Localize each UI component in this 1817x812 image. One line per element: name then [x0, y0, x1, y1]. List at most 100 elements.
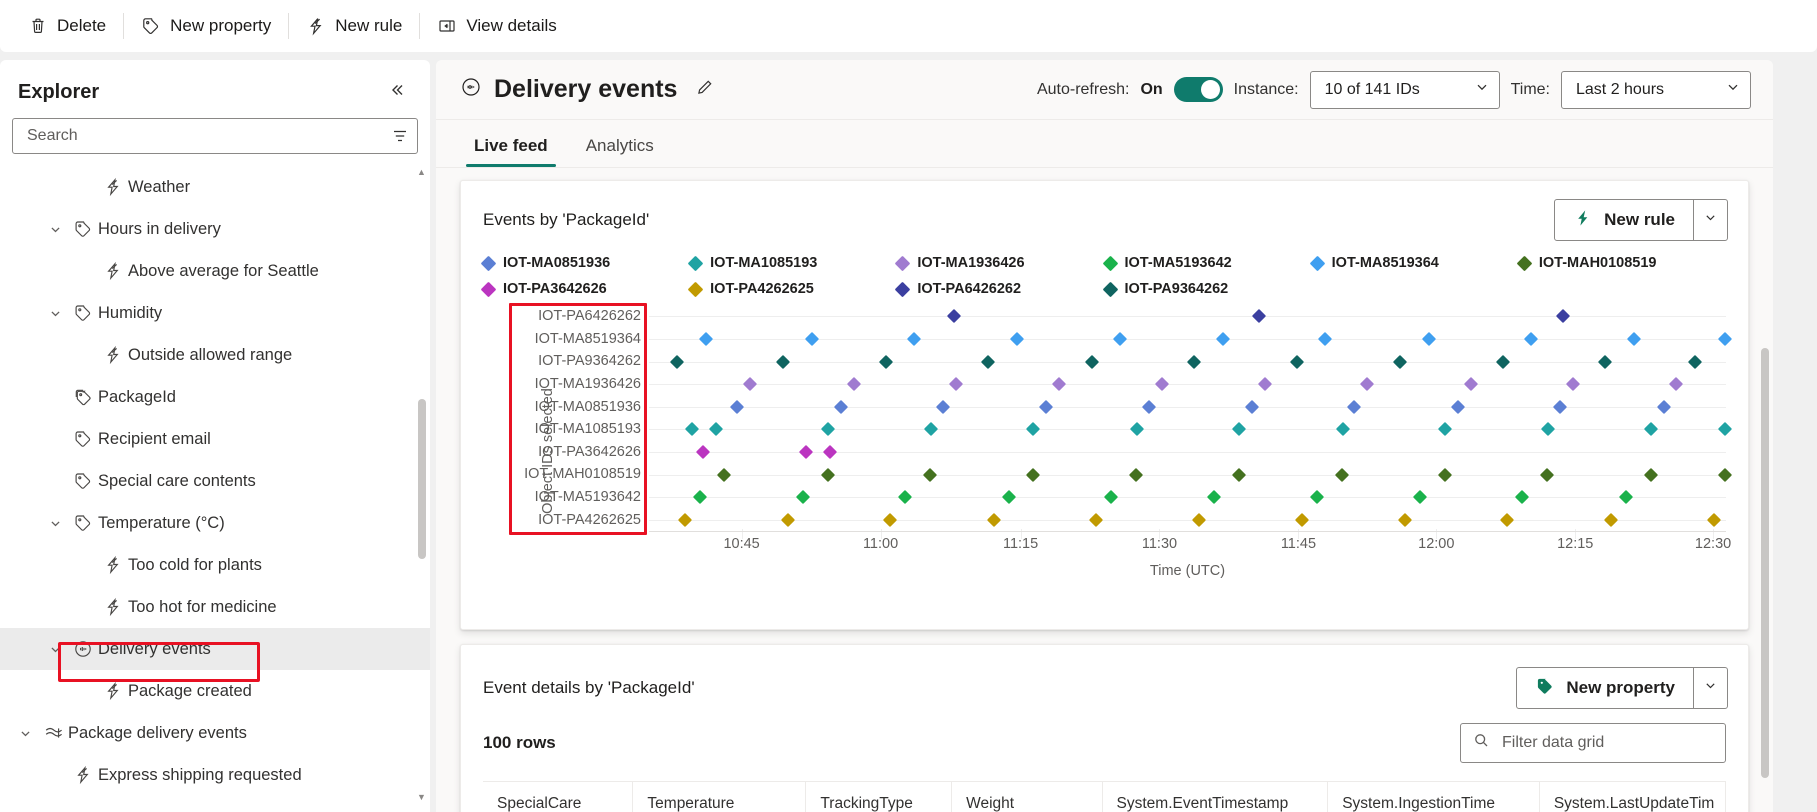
scatter-point[interactable] [1553, 399, 1568, 414]
scatter-point[interactable] [1565, 377, 1581, 392]
tab-live-feed[interactable]: Live feed [460, 136, 562, 167]
scatter-point[interactable] [1186, 354, 1202, 369]
sidebar-item-special-care-contents[interactable]: Special care contents [0, 460, 430, 502]
chevron-down-icon[interactable] [42, 643, 68, 656]
scatter-point[interactable] [1643, 422, 1658, 437]
scatter-point[interactable] [1463, 377, 1478, 392]
scatter-point[interactable] [1052, 377, 1067, 392]
scatter-point[interactable] [1392, 354, 1407, 369]
time-dropdown[interactable]: Last 2 hours [1561, 70, 1751, 109]
new-property-split-main[interactable]: New property [1517, 668, 1693, 708]
scatter-point[interactable] [923, 467, 938, 482]
scatter-point[interactable] [1556, 309, 1571, 324]
scatter-point[interactable] [730, 399, 745, 414]
view-details-button[interactable]: View details [423, 8, 570, 44]
legend-item[interactable]: IOT-PA6426262 [895, 281, 1104, 297]
scatter-point[interactable] [699, 331, 714, 346]
data-grid-column-header[interactable]: System.IngestionTime [1328, 782, 1540, 812]
legend-item[interactable]: IOT-MA1936426 [895, 255, 1104, 271]
scatter-point[interactable] [1669, 377, 1684, 392]
scatter-point[interactable] [1154, 377, 1169, 392]
sidebar-item-weather[interactable]: Weather [0, 166, 430, 208]
legend-item[interactable]: IOT-PA9364262 [1102, 281, 1312, 297]
scatter-point[interactable] [820, 422, 835, 437]
scatter-point[interactable] [898, 490, 913, 505]
sidebar-item-temperature-c[interactable]: Temperature (°C) [0, 502, 430, 544]
new-property-split-button[interactable]: New property [1516, 667, 1728, 709]
scatter-point[interactable] [1643, 467, 1658, 482]
scatter-point[interactable] [1717, 331, 1732, 346]
collapse-sidebar-button[interactable] [380, 76, 412, 108]
scatter-point[interactable] [1515, 490, 1530, 505]
scatter-point[interactable] [1495, 354, 1511, 369]
scatter-point[interactable] [1421, 331, 1436, 346]
scatter-point[interactable] [906, 331, 922, 346]
scatter-point[interactable] [1084, 354, 1099, 369]
scatter-point[interactable] [1010, 331, 1025, 346]
legend-item[interactable]: IOT-PA3642626 [480, 281, 690, 297]
scatter-point[interactable] [1334, 467, 1349, 482]
scatter-point[interactable] [1656, 399, 1671, 414]
scatter-point[interactable] [883, 512, 898, 527]
sidebar-item-too-cold-for-plants[interactable]: Too cold for plants [0, 544, 430, 586]
scatter-point[interactable] [1347, 399, 1362, 414]
scatter-point[interactable] [708, 422, 723, 437]
new-property-button[interactable]: New property [127, 8, 285, 44]
content-scrollbar-thumb[interactable] [1761, 348, 1769, 778]
sidebar-item-recipient-email[interactable]: Recipient email [0, 418, 430, 460]
scatter-point[interactable] [1192, 512, 1207, 527]
scatter-point[interactable] [1717, 422, 1732, 437]
filter-data-grid-box[interactable] [1460, 723, 1726, 763]
scatter-point[interactable] [717, 467, 732, 482]
sidebar-item-humidity[interactable]: Humidity [0, 292, 430, 334]
filter-icon[interactable] [391, 127, 409, 145]
chevron-down-icon[interactable] [42, 223, 68, 236]
delete-button[interactable]: Delete [14, 8, 120, 44]
data-grid-column-header[interactable]: SpecialCare [483, 782, 634, 812]
scatter-point[interactable] [1112, 331, 1127, 346]
sidebar-item-packageid[interactable]: PackageId [0, 376, 430, 418]
new-rule-button[interactable]: New rule [292, 8, 416, 44]
scatter-point[interactable] [1290, 354, 1305, 369]
chevron-down-icon[interactable] [42, 307, 68, 320]
filter-data-grid-input[interactable] [1500, 733, 1713, 753]
scatter-point[interactable] [1215, 331, 1231, 346]
scatter-point[interactable] [1541, 422, 1556, 437]
scatter-point[interactable] [1598, 354, 1613, 369]
scatter-point[interactable] [935, 399, 951, 414]
scatter-point[interactable] [820, 467, 835, 482]
scatter-point[interactable] [795, 490, 811, 505]
new-rule-split-button[interactable]: New rule [1554, 199, 1728, 241]
scatter-point[interactable] [878, 354, 894, 369]
scatter-point[interactable] [1232, 422, 1247, 437]
scatter-point[interactable] [1088, 512, 1104, 527]
data-grid-column-header[interactable]: TrackingType [806, 782, 953, 812]
sidebar-item-outside-allowed-range[interactable]: Outside allowed range [0, 334, 430, 376]
edit-title-button[interactable] [689, 75, 719, 105]
scatter-point[interactable] [677, 512, 692, 527]
sidebar-item-express-shipping-requested[interactable]: Express shipping requested [0, 754, 430, 796]
scatter-point[interactable] [1257, 377, 1273, 392]
data-grid-column-header[interactable]: Temperature [633, 782, 807, 812]
new-rule-split-main[interactable]: New rule [1555, 200, 1693, 240]
legend-item[interactable]: IOT-PA4262625 [687, 281, 897, 297]
legend-item[interactable]: IOT-MA5193642 [1102, 255, 1312, 271]
new-rule-caret-button[interactable] [1693, 200, 1727, 240]
data-grid-column-header[interactable]: System.EventTimestamp [1102, 782, 1329, 812]
scatter-point[interactable] [692, 490, 707, 505]
scatter-point[interactable] [1294, 512, 1309, 527]
scatter-point[interactable] [1450, 399, 1465, 414]
scatter-point[interactable] [1360, 377, 1375, 392]
scatter-point[interactable] [1413, 490, 1428, 505]
legend-item[interactable]: IOT-MAH0108519 [1516, 255, 1726, 271]
scatter-point[interactable] [1627, 331, 1642, 346]
scatter-point[interactable] [780, 512, 795, 527]
explorer-tree[interactable]: Weather Hours in delivery Above average fo… [0, 164, 430, 806]
scatter-point[interactable] [1001, 490, 1016, 505]
scatter-point[interactable] [1128, 467, 1143, 482]
scatter-point[interactable] [1245, 399, 1260, 414]
scatter-point[interactable] [1707, 512, 1722, 527]
scatter-plot[interactable] [649, 305, 1732, 539]
scatter-point[interactable] [1318, 331, 1333, 346]
sidebar-item-hours-in-delivery[interactable]: Hours in delivery [0, 208, 430, 250]
